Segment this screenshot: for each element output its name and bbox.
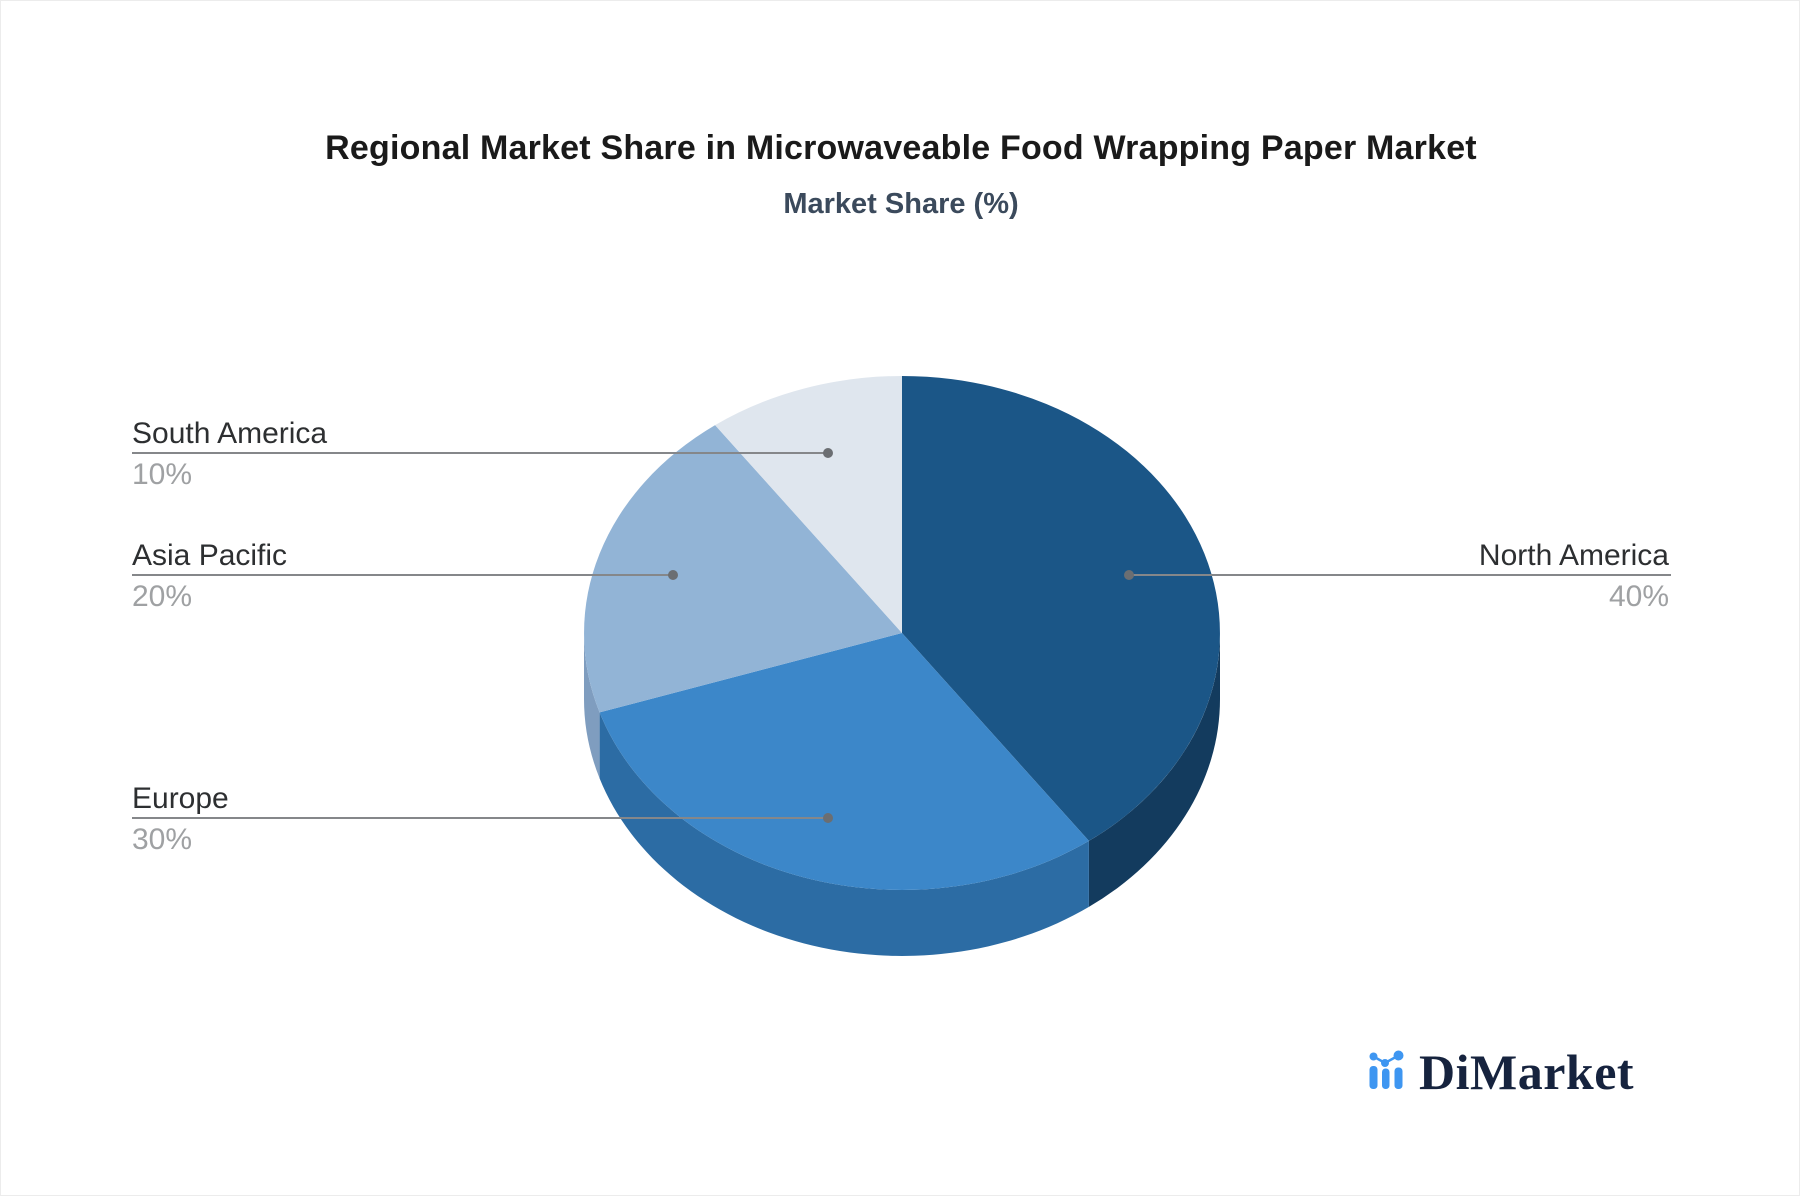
pie-slice-europe[interactable] xyxy=(599,633,1089,890)
pie-slice-asia-pacific[interactable] xyxy=(584,425,902,713)
slice-value-asia-pacific: 20% xyxy=(132,580,193,613)
chart-title: Regional Market Share in Microwaveable F… xyxy=(325,129,1477,167)
leader-dot-south-america xyxy=(823,448,833,458)
pie-slice-south-america[interactable] xyxy=(715,376,902,633)
slice-value-south-america: 10% xyxy=(132,458,193,491)
bar-chart-trend-icon xyxy=(1369,1050,1404,1089)
slice-value-europe: 30% xyxy=(132,823,193,856)
leader-dot-north-america xyxy=(1124,570,1134,580)
pie-slice-side-asia-pacific xyxy=(584,633,600,779)
slice-label-europe: Europe xyxy=(132,782,229,815)
pie-slice-side-europe xyxy=(599,712,1089,956)
pie-slice-north-america[interactable] xyxy=(902,376,1220,841)
chart-subtitle: Market Share (%) xyxy=(783,188,1019,220)
logo-wordmark: DiMarket xyxy=(1419,1044,1635,1100)
slice-label-north-america: North America xyxy=(1478,539,1669,572)
slice-label-south-america: South America xyxy=(132,417,328,450)
leader-dot-asia-pacific xyxy=(668,570,678,580)
slice-label-asia-pacific: Asia Pacific xyxy=(132,539,288,572)
slice-value-north-america: 40% xyxy=(1608,580,1669,613)
pie-slice-side-north-america xyxy=(1088,633,1220,907)
leader-dot-europe xyxy=(823,813,833,823)
